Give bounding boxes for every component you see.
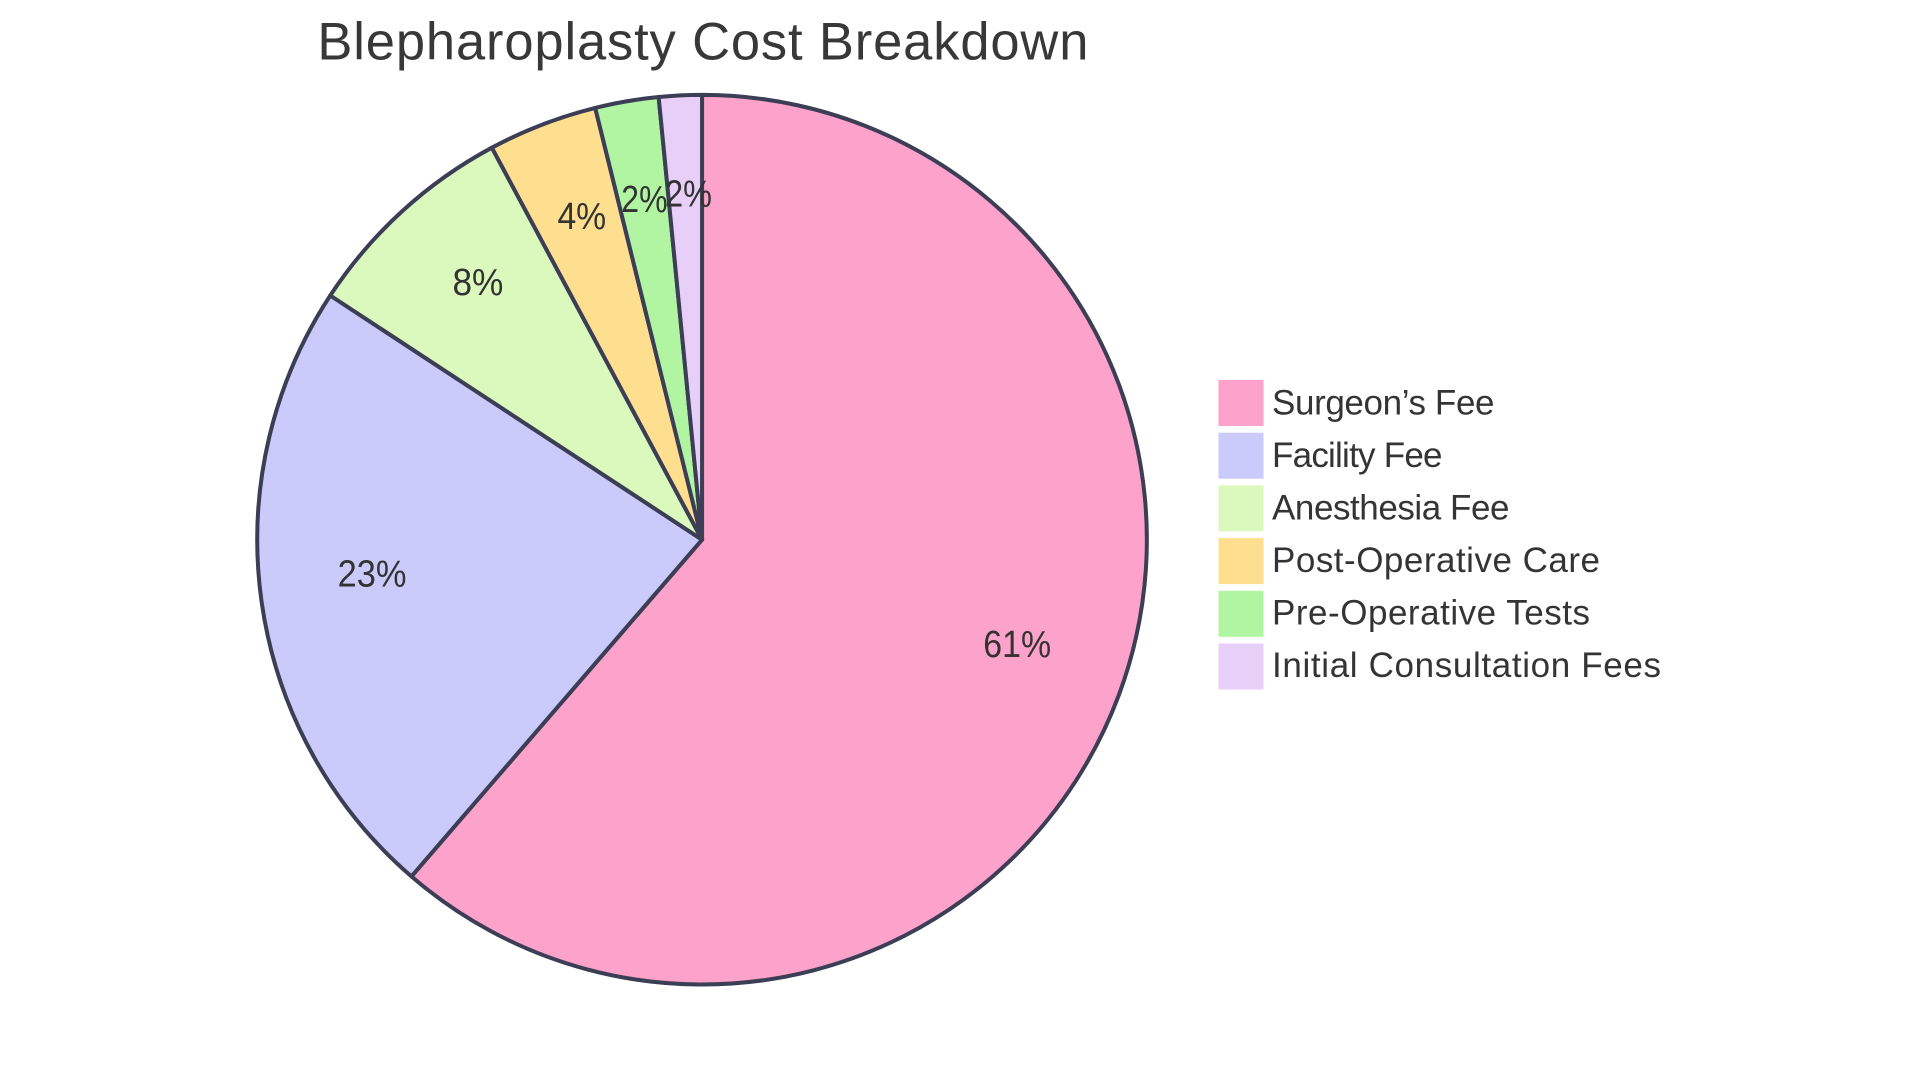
svg-text:Post-Operative Care: Post-Operative Care (1272, 541, 1600, 580)
svg-text:Surgeon’s Fee: Surgeon’s Fee (1272, 383, 1495, 422)
svg-text:Blepharoplasty Cost Breakdown: Blepharoplasty Cost Breakdown (317, 13, 1088, 72)
svg-text:Anesthesia Fee: Anesthesia Fee (1272, 488, 1510, 527)
svg-text:23%: 23% (338, 554, 407, 596)
svg-text:61%: 61% (983, 624, 1051, 666)
svg-text:Pre-Operative Tests: Pre-Operative Tests (1272, 593, 1590, 632)
svg-text:8%: 8% (452, 262, 503, 304)
svg-text:2%: 2% (665, 174, 712, 216)
svg-text:4%: 4% (557, 196, 606, 238)
svg-text:Initial Consultation Fees: Initial Consultation Fees (1272, 646, 1661, 685)
svg-text:Facility Fee: Facility Fee (1272, 436, 1443, 475)
svg-text:2%: 2% (621, 179, 667, 221)
